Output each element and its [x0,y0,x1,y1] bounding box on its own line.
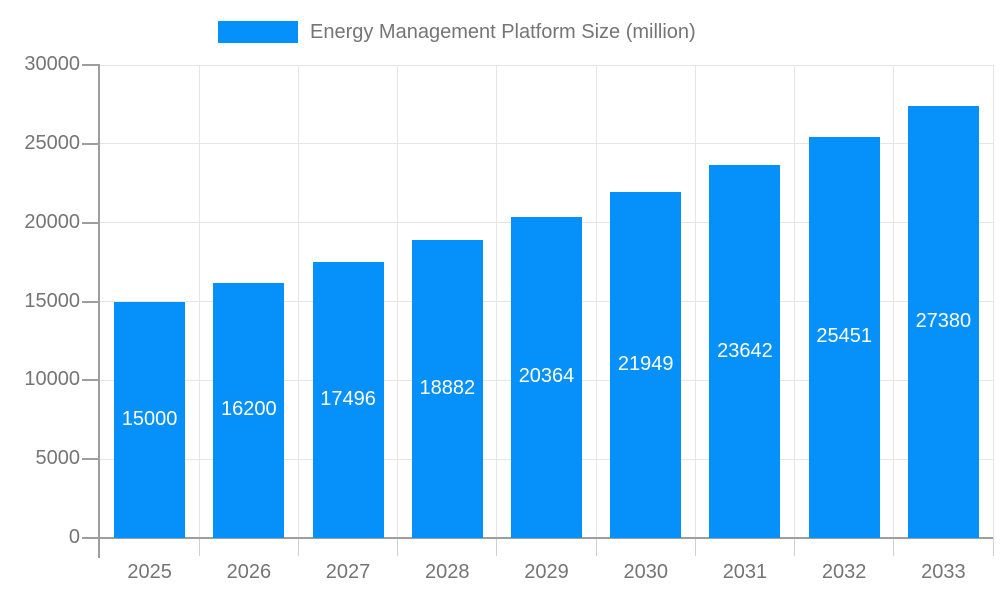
x-tick [595,538,597,556]
y-tick [82,379,100,382]
x-axis-tick-label: 2025 [127,561,172,583]
bar [808,136,880,538]
y-tick [82,221,100,224]
x-gridline [198,65,200,538]
y-axis-line [98,65,100,558]
bar-value-label: 27380 [915,310,972,333]
legend-swatch [218,21,298,43]
x-gridline [496,65,498,538]
x-gridline [297,65,299,538]
x-axis-tick-label: 2030 [623,561,668,583]
x-tick [794,538,796,556]
x-tick [893,538,895,556]
chart-legend: Energy Management Platform Size (million… [218,21,696,43]
x-gridline [595,65,597,538]
x-axis-tick-label: 2032 [821,561,867,583]
y-axis-tick-label: 20000 [24,210,80,233]
x-gridline [794,65,796,538]
bar-value-label: 21949 [617,352,674,375]
y-axis-tick-label: 25000 [24,131,80,154]
x-gridline [694,65,696,538]
y-tick [82,64,100,66]
x-axis-tick-label: 2033 [921,561,966,583]
x-tick [694,538,696,556]
x-axis-tick-label: 2029 [524,561,569,583]
x-axis-tick-label: 2026 [226,561,272,583]
y-gridline [100,64,993,66]
x-axis-tick-label: 2027 [325,561,371,583]
bar-value-label: 18882 [419,377,476,400]
y-tick [82,458,100,461]
bar [114,301,186,538]
bar [312,262,384,538]
bar [709,165,781,538]
bar [907,106,979,538]
bar-value-label: 25451 [816,325,872,348]
x-axis-tick-label: 2028 [425,561,470,583]
bar-value-label: 17496 [320,388,376,411]
y-axis-tick-label: 0 [68,526,80,548]
bar [213,282,285,538]
y-axis-tick-label: 15000 [24,289,80,312]
x-tick [198,538,200,556]
legend-label: Energy Management Platform Size (million… [310,21,696,43]
x-tick [992,538,994,556]
x-gridline [992,65,994,538]
x-tick [397,538,399,556]
x-tick [297,538,299,556]
bar [511,216,582,538]
bar [610,191,682,538]
bar-value-label: 23642 [717,339,773,362]
x-gridline [397,65,399,538]
y-axis-tick-label: 5000 [35,447,81,470]
bar [411,240,483,538]
y-tick [82,142,100,145]
y-gridline [100,143,993,145]
x-tick [496,538,498,556]
bar-value-label: 16200 [221,398,277,421]
x-axis-tick-label: 2031 [722,561,768,583]
y-axis-tick-label: 10000 [24,368,80,391]
x-axis-line [82,537,993,539]
x-gridline [893,65,895,538]
bar-value-label: 20364 [518,365,575,388]
bar-value-label: 15000 [121,407,178,430]
y-tick [82,300,100,303]
y-axis-tick-label: 30000 [24,53,80,75]
